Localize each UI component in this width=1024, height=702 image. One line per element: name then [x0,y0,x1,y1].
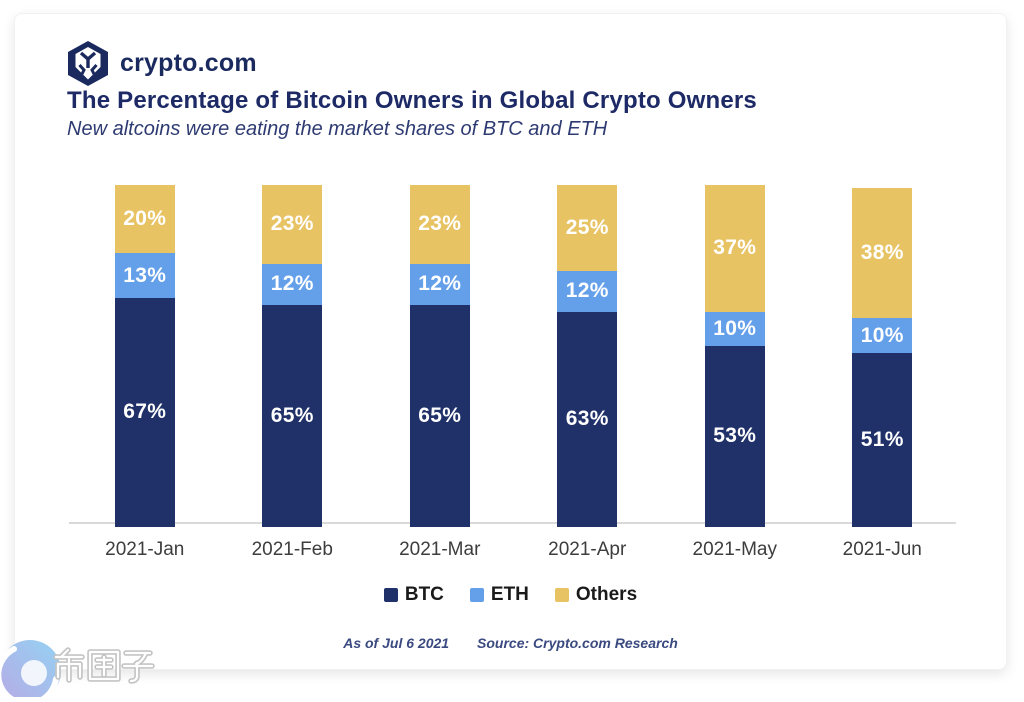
bar-column: 51% 10% 38% [809,185,957,527]
bar-value-label: 23% [418,212,462,236]
bar-value-label: 13% [123,263,167,287]
plot-area: 67% 13% 20% 65% 12% 23% 65% 12% 23% 63% 12% 25% 53% 1… [69,185,957,527]
bar-segment-others: 38% [852,188,913,319]
x-axis-line [69,522,956,524]
bar-value-label: 63% [565,407,609,431]
x-axis-labels: 2021-Jan 2021-Feb 2021-Mar 2021-Apr 2021-May… [71,539,956,561]
watermark-bqz-logo-icon [0,640,155,702]
stacked-bar-2021-mar: 65% 12% 23% [409,185,470,527]
x-axis-label: 2021-Feb [251,539,333,560]
bar-segment-eth: 12% [409,263,470,305]
bar-value-label: 12% [270,272,314,296]
legend-label-eth: ETH [490,584,529,605]
stacked-bar-2021-feb: 65% 12% 23% [262,185,323,527]
chart-title: The Percentage of Bitcoin Owners in Glob… [67,87,757,114]
bar-segment-btc: 53% [704,345,765,527]
bar-value-label: 65% [418,403,462,427]
crypto-com-lion-icon [68,41,108,86]
bar-segment-others: 23% [409,185,470,264]
bar-segment-btc: 51% [852,352,913,527]
chart-card: crypto.com The Percentage of Bitcoin Own… [14,13,1007,670]
bar-segment-others: 23% [262,185,323,264]
bar-column: 65% 12% 23% [366,185,514,527]
bar-segment-eth: 12% [262,263,323,305]
source-credit: Source: Crypto.com Research [477,635,678,651]
legend-item-btc: BTC [383,584,444,606]
bar-segment-eth: 10% [852,318,913,353]
legend-swatch-eth [469,588,484,602]
stacked-bar-2021-may: 53% 10% 37% [704,185,765,527]
watermark: 币圈子 [0,635,162,702]
bar-segment-btc: 65% [409,304,470,527]
bar-value-label: 51% [860,427,904,451]
brand-name: crypto.com [120,49,257,77]
x-axis-label: 2021-Mar [399,539,481,560]
bar-value-label: 53% [713,424,757,448]
bar-segment-others: 37% [704,185,765,312]
legend-label-others: Others [575,584,638,605]
bar-value-label: 12% [565,279,609,302]
footer-note: As of Jul 6 2021 Source: Crypto.com Resea… [15,635,1006,651]
bar-column: 53% 10% 37% [661,185,809,527]
stacked-bar-2021-apr: 63% 12% 25% [557,185,618,527]
bar-column: 67% 13% 20% [71,185,219,527]
legend: BTC ETH Others [15,584,1006,606]
legend-swatch-others [554,588,569,602]
chart-subtitle: New altcoins were eating the market shar… [67,118,608,140]
x-axis-label: 2021-Jan [105,539,185,560]
bar-value-label: 23% [270,212,314,236]
legend-swatch-btc [383,588,398,602]
stacked-bar-2021-jan: 67% 13% 20% [114,185,175,527]
bar-value-label: 38% [860,241,904,265]
bar-segment-others: 25% [557,185,618,271]
bar-column: 63% 12% 25% [514,185,662,527]
bar-segment-btc: 63% [557,311,618,527]
legend-item-others: Others [554,584,638,606]
bar-segment-btc: 67% [114,297,175,527]
chart-area: 67% 13% 20% 65% 12% 23% 65% 12% 23% 63% 12% 25% 53% 1… [69,185,957,561]
bar-value-label: 10% [713,316,757,340]
legend-label-btc: BTC [404,584,444,605]
as-of-date: As of Jul 6 2021 [343,635,450,651]
bar-segment-eth: 12% [557,270,618,312]
x-axis-label: 2021-Apr [548,539,627,560]
bar-column: 65% 12% 23% [219,185,367,527]
bar-value-label: 37% [713,236,757,260]
legend-item-eth: ETH [469,584,529,606]
brand-header: crypto.com [67,40,257,87]
bar-value-label: 10% [860,323,904,347]
bar-value-label: 20% [123,207,167,231]
bar-value-label: 65% [270,403,314,427]
bar-value-label: 12% [418,272,462,296]
bar-value-label: 67% [123,400,167,424]
stacked-bar-2021-jun: 51% 10% 38% [852,185,913,527]
bar-segment-eth: 13% [114,253,175,298]
bar-segment-others: 20% [114,185,175,254]
bar-segment-eth: 10% [704,311,765,346]
bar-segment-btc: 65% [262,304,323,527]
x-axis-label: 2021-May [692,539,778,560]
bar-value-label: 25% [565,215,609,239]
x-axis-label: 2021-Jun [842,539,922,560]
